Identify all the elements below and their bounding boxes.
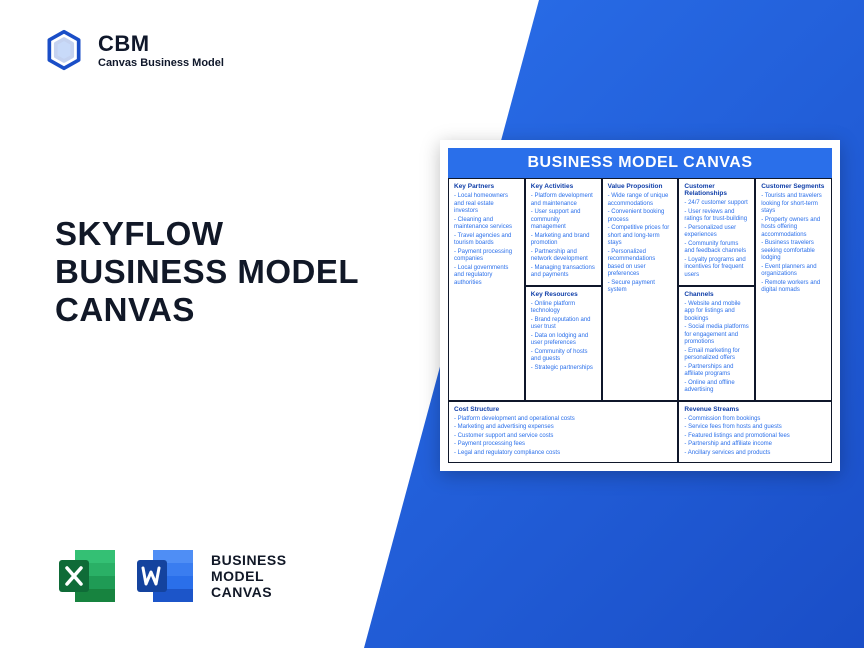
list-item: Online and offline advertising: [684, 380, 749, 395]
list-item: Partnerships and affiliate programs: [684, 364, 749, 379]
list-item: Cleaning and maintenance services: [454, 217, 519, 232]
title-line-3: CANVAS: [55, 291, 359, 329]
list-item: Ancillary services and products: [684, 450, 826, 458]
list-item: Brand reputation and user trust: [531, 317, 596, 332]
list-item: Business travelers seeking comfortable l…: [761, 240, 826, 263]
list-item: Secure payment system: [608, 280, 673, 295]
list-item: Platform development and maintenance: [531, 193, 596, 208]
list-item: Service fees from hosts and guests: [684, 424, 826, 432]
list-item: 24/7 customer support: [684, 200, 749, 208]
word-icon: [133, 544, 197, 608]
list-item: Managing transactions and payments: [531, 265, 596, 280]
list-item: Data on lodging and user preferences: [531, 333, 596, 348]
cbm-logo-icon: [42, 28, 86, 72]
list-item: Travel agencies and tourism boards: [454, 233, 519, 248]
list-item: Website and mobile app for listings and …: [684, 301, 749, 324]
list-item: Personalized recommendations based on us…: [608, 249, 673, 279]
cell-cost-structure: Cost Structure Platform development and …: [448, 401, 678, 464]
list-item: Marketing and brand promotion: [531, 233, 596, 248]
list-item: User support and community management: [531, 209, 596, 232]
list-item: Marketing and advertising expenses: [454, 424, 672, 432]
list-item: Partnership and network development: [531, 249, 596, 264]
list-item: Local governments and regulatory authori…: [454, 265, 519, 288]
list-item: Competitive prices for short and long-te…: [608, 225, 673, 248]
excel-icon: [55, 544, 119, 608]
list-item: Customer support and service costs: [454, 433, 672, 441]
canvas-title: BUSINESS MODEL CANVAS: [448, 148, 832, 178]
list-item: Online platform technology: [531, 301, 596, 316]
cell-value-proposition: Value Proposition Wide range of unique a…: [602, 178, 679, 401]
list-item: Email marketing for personalized offers: [684, 348, 749, 363]
list-item: Convenient booking process: [608, 209, 673, 224]
list-item: Local homeowners and real estate investo…: [454, 193, 519, 216]
list-item: Partnership and affiliate income: [684, 441, 826, 449]
canvas-grid: Key Partners Local homeowners and real e…: [448, 178, 832, 463]
brand-logo: CBM Canvas Business Model: [42, 28, 224, 72]
list-item: Community of hosts and guests: [531, 349, 596, 364]
list-item: Featured listings and promotional fees: [684, 433, 826, 441]
list-item: Payment processing companies: [454, 249, 519, 264]
logo-sub: Canvas Business Model: [98, 57, 224, 69]
list-item: User reviews and ratings for trust-build…: [684, 209, 749, 224]
title-line-2: BUSINESS MODEL: [55, 253, 359, 291]
logo-abbr: CBM: [98, 31, 224, 57]
list-item: Strategic partnerships: [531, 365, 596, 373]
list-item: Payment processing fees: [454, 441, 672, 449]
cell-channels: Channels Website and mobile app for list…: [678, 286, 755, 401]
list-item: Tourists and travelers looking for short…: [761, 193, 826, 216]
cell-key-resources: Key Resources Online platform technology…: [525, 286, 602, 401]
page-title: SKYFLOW BUSINESS MODEL CANVAS: [55, 215, 359, 329]
list-item: Social media platforms for engagement an…: [684, 324, 749, 347]
list-item: Commission from bookings: [684, 416, 826, 424]
list-item: Wide range of unique accommodations: [608, 193, 673, 208]
cell-revenue-streams: Revenue Streams Commission from bookings…: [678, 401, 832, 464]
list-item: Platform development and operational cos…: [454, 416, 672, 424]
cell-key-activities: Key Activities Platform development and …: [525, 178, 602, 286]
list-item: Remote workers and digital nomads: [761, 280, 826, 295]
canvas-preview: BUSINESS MODEL CANVAS Key Partners Local…: [440, 140, 840, 471]
list-item: Event planners and organizations: [761, 264, 826, 279]
list-item: Community forums and feedback channels: [684, 241, 749, 256]
list-item: Personalized user experiences: [684, 225, 749, 240]
list-item: Loyalty programs and incentives for freq…: [684, 257, 749, 280]
list-item: Property owners and hosts offering accom…: [761, 217, 826, 240]
apps-block: BUSINESS MODEL CANVAS: [55, 544, 287, 608]
apps-label: BUSINESS MODEL CANVAS: [211, 552, 287, 600]
title-line-1: SKYFLOW: [55, 215, 359, 253]
list-item: Legal and regulatory compliance costs: [454, 450, 672, 458]
cell-key-partners: Key Partners Local homeowners and real e…: [448, 178, 525, 401]
cell-customer-relationships: Customer Relationships 24/7 customer sup…: [678, 178, 755, 286]
cell-customer-segments: Customer Segments Tourists and travelers…: [755, 178, 832, 401]
